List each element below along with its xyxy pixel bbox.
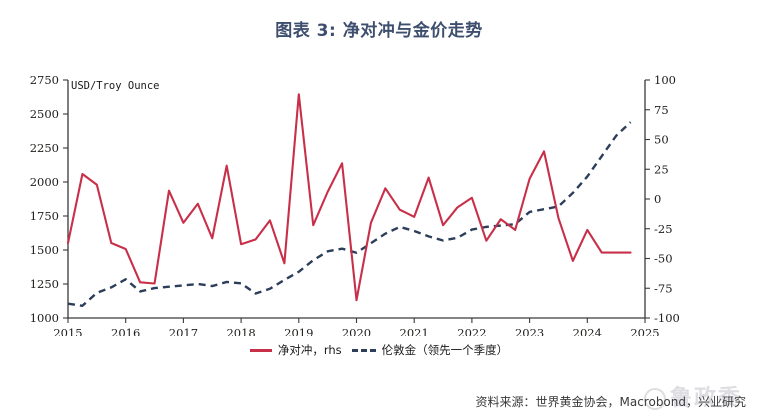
- svg-text:2000: 2000: [30, 175, 59, 189]
- svg-text:2750: 2750: [30, 73, 59, 87]
- svg-text:2022: 2022: [457, 326, 486, 336]
- svg-text:1500: 1500: [30, 243, 59, 257]
- right-axis-ticks: -100 -75 -50 -25 0 25 50 75 100: [645, 73, 680, 325]
- svg-text:2025: 2025: [630, 326, 659, 336]
- svg-text:2250: 2250: [30, 141, 59, 155]
- svg-text:2024: 2024: [573, 326, 602, 336]
- source-note: 资料来源：世界黄金协会，Macrobond，兴业研究: [475, 395, 747, 409]
- legend-label-net-hedging: 净对冲，rhs: [277, 343, 342, 357]
- svg-text:-25: -25: [654, 222, 673, 236]
- left-axis-unit-label: USD/Troy Ounce: [71, 80, 160, 92]
- svg-text:100: 100: [654, 73, 676, 87]
- bottom-axis-ticks: 2015 2016 2017 2018 2019 2020 2021 2022 2023 2024…: [53, 318, 660, 336]
- series-line-london-gold: [67, 121, 632, 307]
- page-title: 图表 3: 净对冲与金价走势: [275, 21, 483, 41]
- svg-text:2020: 2020: [342, 326, 371, 336]
- svg-text:50: 50: [654, 133, 669, 147]
- svg-text:75: 75: [654, 103, 669, 117]
- svg-text:1250: 1250: [30, 277, 59, 291]
- svg-text:1750: 1750: [30, 209, 59, 223]
- legend-label-london-gold: 伦敦金（领先一个季度）: [381, 343, 509, 357]
- svg-text:0: 0: [654, 192, 661, 206]
- svg-text:2019: 2019: [284, 326, 313, 336]
- legend-item-net-hedging: 净对冲，rhs: [249, 342, 342, 358]
- svg-text:2023: 2023: [515, 326, 544, 336]
- svg-text:2018: 2018: [226, 326, 255, 336]
- svg-text:2021: 2021: [400, 326, 429, 336]
- legend-item-london-gold: 伦敦金（领先一个季度）: [351, 342, 509, 358]
- legend-swatch-blue-icon: [351, 348, 376, 352]
- svg-text:2017: 2017: [169, 326, 198, 336]
- svg-text:-75: -75: [654, 281, 673, 295]
- svg-text:1000: 1000: [30, 311, 59, 325]
- chart-legend: 净对冲，rhs 伦敦金（领先一个季度）: [0, 342, 758, 358]
- svg-text:25: 25: [654, 162, 669, 176]
- legend-swatch-red-icon: [249, 348, 272, 352]
- left-axis-ticks: 1000 1250 1500 1750 2000 2250 2500 2750: [30, 73, 68, 325]
- svg-text:2500: 2500: [30, 107, 59, 121]
- svg-text:-100: -100: [654, 311, 680, 325]
- series-line-net-hedging: [66, 93, 632, 302]
- svg-text:-50: -50: [654, 252, 673, 266]
- svg-text:2016: 2016: [111, 326, 140, 336]
- svg-text:2015: 2015: [53, 326, 82, 336]
